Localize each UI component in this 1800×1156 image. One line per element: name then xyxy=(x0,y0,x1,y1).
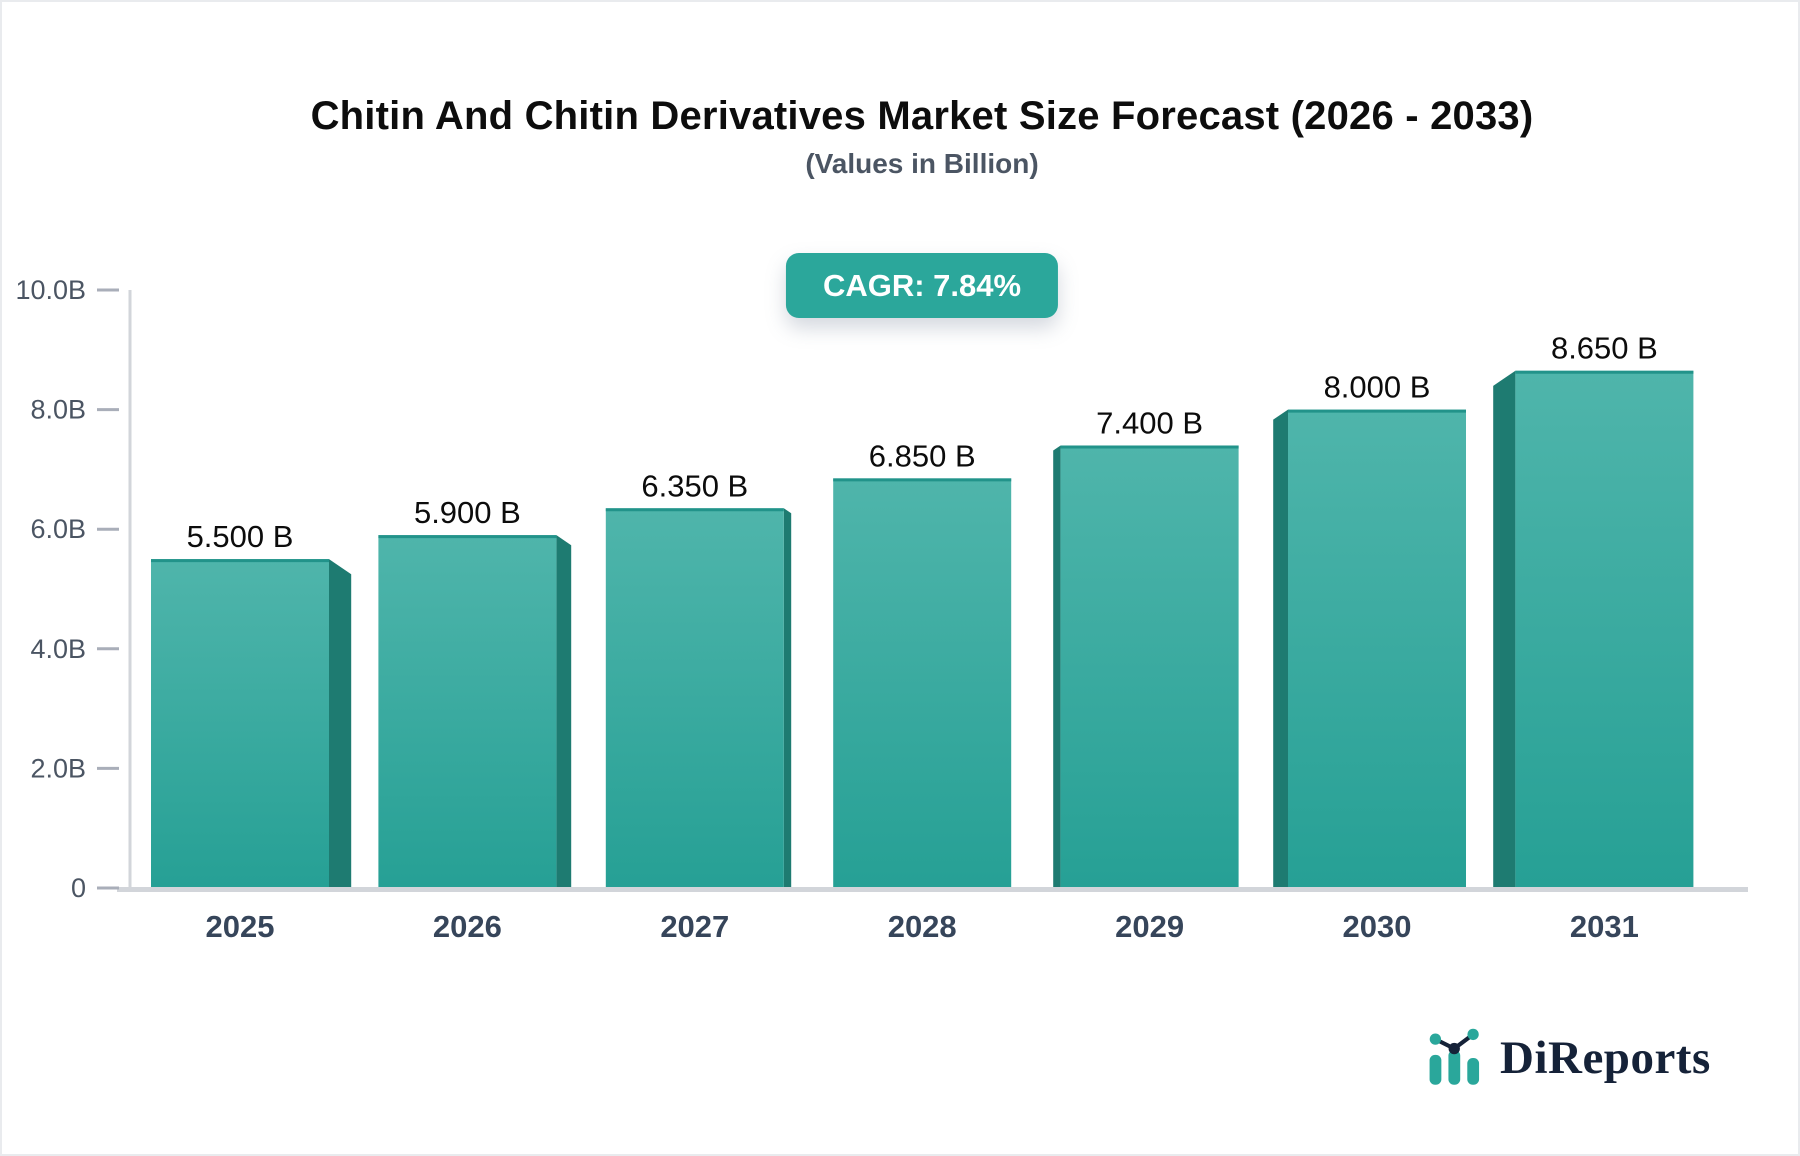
brand-name: DiReports xyxy=(1500,1031,1711,1084)
x-axis-label: 2028 xyxy=(888,909,957,944)
x-axis-label: 2029 xyxy=(1115,909,1184,944)
bar-2026: 5.900 B 2026 xyxy=(378,495,572,944)
bar-2031: 8.650 B 2031 xyxy=(1493,331,1694,944)
bar-2030: 8.000 B 2030 xyxy=(1273,370,1466,944)
logo-bar-icon xyxy=(1429,1054,1442,1085)
bar-face xyxy=(378,535,557,887)
y-tick-label: 4.0B xyxy=(30,634,86,664)
bar-side xyxy=(556,535,572,887)
bar-value-label: 7.400 B xyxy=(1096,405,1203,440)
bar-face xyxy=(605,508,784,887)
bar-2025: 5.500 B 2025 xyxy=(151,519,352,944)
logo-dot-icon xyxy=(1467,1028,1479,1041)
bar-face xyxy=(833,478,1012,887)
page-title: Chitin And Chitin Derivatives Market Siz… xyxy=(310,94,1534,138)
y-tick-label: 2.0B xyxy=(30,753,86,783)
bar-value-label: 8.000 B xyxy=(1324,370,1431,405)
page-subtitle: (Values in Billion) xyxy=(805,148,1039,179)
x-axis-label: 2030 xyxy=(1343,909,1412,944)
y-tick-label: 0 xyxy=(71,873,86,903)
bar-side xyxy=(1493,370,1516,888)
bar-value-label: 6.350 B xyxy=(641,468,748,503)
x-axis-label: 2027 xyxy=(660,909,729,944)
logo-bar-icon xyxy=(1467,1058,1480,1085)
brand-logo: DiReports xyxy=(1428,1028,1711,1088)
bar-value-label: 5.500 B xyxy=(187,519,294,554)
bar-value-label: 5.900 B xyxy=(414,495,521,530)
y-tick-label: 6.0B xyxy=(30,514,86,544)
bar-face xyxy=(1060,445,1239,887)
bar-2029: 7.400 B 2029 xyxy=(1053,405,1239,944)
bar-face xyxy=(1515,370,1694,888)
logo-chart-icon xyxy=(1429,1028,1480,1085)
bar-face xyxy=(1288,409,1466,887)
logo-bar-icon xyxy=(1448,1050,1461,1085)
bar-face xyxy=(151,559,329,887)
logo-dot-icon xyxy=(1429,1033,1442,1045)
x-axis-label: 2026 xyxy=(433,909,502,944)
bar-side xyxy=(329,559,352,887)
y-tick-label: 8.0B xyxy=(30,395,86,425)
cagr-badge: CAGR: 7.84% xyxy=(785,253,1059,318)
bar-value-label: 6.850 B xyxy=(869,438,976,473)
y-tick-label: 10.0B xyxy=(15,275,86,305)
bar-2028: 6.850 B 2028 xyxy=(833,438,1012,944)
bar-side xyxy=(1273,409,1288,887)
bar-2027: 6.350 B 2027 xyxy=(605,468,792,944)
bar-side xyxy=(1053,445,1061,887)
x-axis-label: 2031 xyxy=(1570,909,1639,944)
bar-side xyxy=(783,508,792,887)
bar-value-label: 8.650 B xyxy=(1551,331,1658,366)
x-axis-label: 2025 xyxy=(206,909,275,944)
logo-dot-icon xyxy=(1448,1042,1460,1055)
